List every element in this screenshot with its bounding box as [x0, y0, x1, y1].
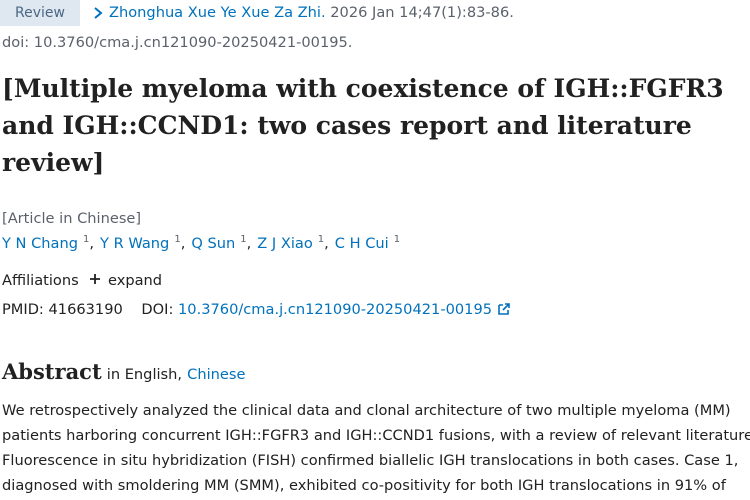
affiliations-row[interactable]: Affiliations expand [2, 272, 162, 289]
language-prefix: in English, [106, 366, 183, 383]
author-list: Y N Chang 1, Y R Wang 1, Q Sun 1, Z J Xiao 1, C … [2, 234, 400, 252]
ids-row: PMID: 41663190 DOI: 10.3760/cma.j.cn1210… [2, 301, 511, 318]
affiliation-number[interactable]: 1 [240, 234, 247, 245]
abstract-line: diagnosed with smoldering MM (SMM), exhi… [2, 477, 726, 494]
affiliation-number[interactable]: 1 [83, 234, 90, 245]
alt-language-link[interactable]: Chinese [187, 366, 246, 383]
author-separator: , [180, 235, 186, 252]
expand-toggle[interactable]: expand [107, 272, 163, 289]
citation: 2026 Jan 14;47(1):83-86. [330, 4, 514, 21]
author-name[interactable]: Q Sun [191, 235, 236, 252]
citation-row: Zhonghua Xue Ye Xue Za Zhi. 2026 Jan 14;… [109, 4, 514, 21]
pmid: 41663190 [48, 301, 123, 318]
journal-link[interactable]: Zhonghua Xue Ye Xue Za Zhi. [109, 4, 326, 21]
author-separator: , [89, 235, 95, 252]
affiliation-number[interactable]: 1 [393, 234, 401, 245]
breadcrumb-chevron [94, 7, 103, 19]
affiliations-label: Affiliations [2, 272, 79, 289]
abstract-line: We retrospectively analyzed the clinical… [2, 402, 731, 419]
doi-label: DOI: [141, 301, 174, 318]
title-line: review] [2, 148, 105, 177]
abstract-line: Fluorescence in situ hybridization (FISH… [2, 452, 739, 469]
abstract-heading: Abstract [2, 359, 102, 384]
abstract-header: Abstract in English, Chinese [2, 359, 245, 384]
pmid-label: PMID: [2, 301, 44, 318]
title-line: and IGH::CCND1: two cases report and lit… [2, 111, 692, 140]
title-line: [Multiple myeloma with coexistence of IG… [2, 74, 724, 103]
author-separator: , [246, 235, 252, 252]
author-separator: , [324, 235, 329, 252]
affiliation-number[interactable]: 1 [317, 234, 325, 245]
external-link-icon [497, 303, 510, 315]
author-name[interactable]: C H Cui [334, 235, 389, 252]
plus-icon [90, 274, 101, 284]
author-name[interactable]: Y N Chang [2, 235, 79, 252]
abstract-line: patients harboring concurrent IGH::FGFR3… [2, 427, 750, 444]
doi-line: doi: 10.3760/cma.j.cn121090-20250421-001… [2, 34, 353, 51]
author-name[interactable]: Y R Wang [100, 235, 170, 252]
article-type-badge[interactable]: Review [0, 0, 80, 26]
affiliation-number[interactable]: 1 [174, 234, 181, 245]
author-name[interactable]: Z J Xiao [257, 235, 313, 252]
language-note: [Article in Chinese] [2, 210, 142, 227]
doi-link[interactable]: 10.3760/cma.j.cn121090-20250421-00195 [178, 301, 493, 318]
